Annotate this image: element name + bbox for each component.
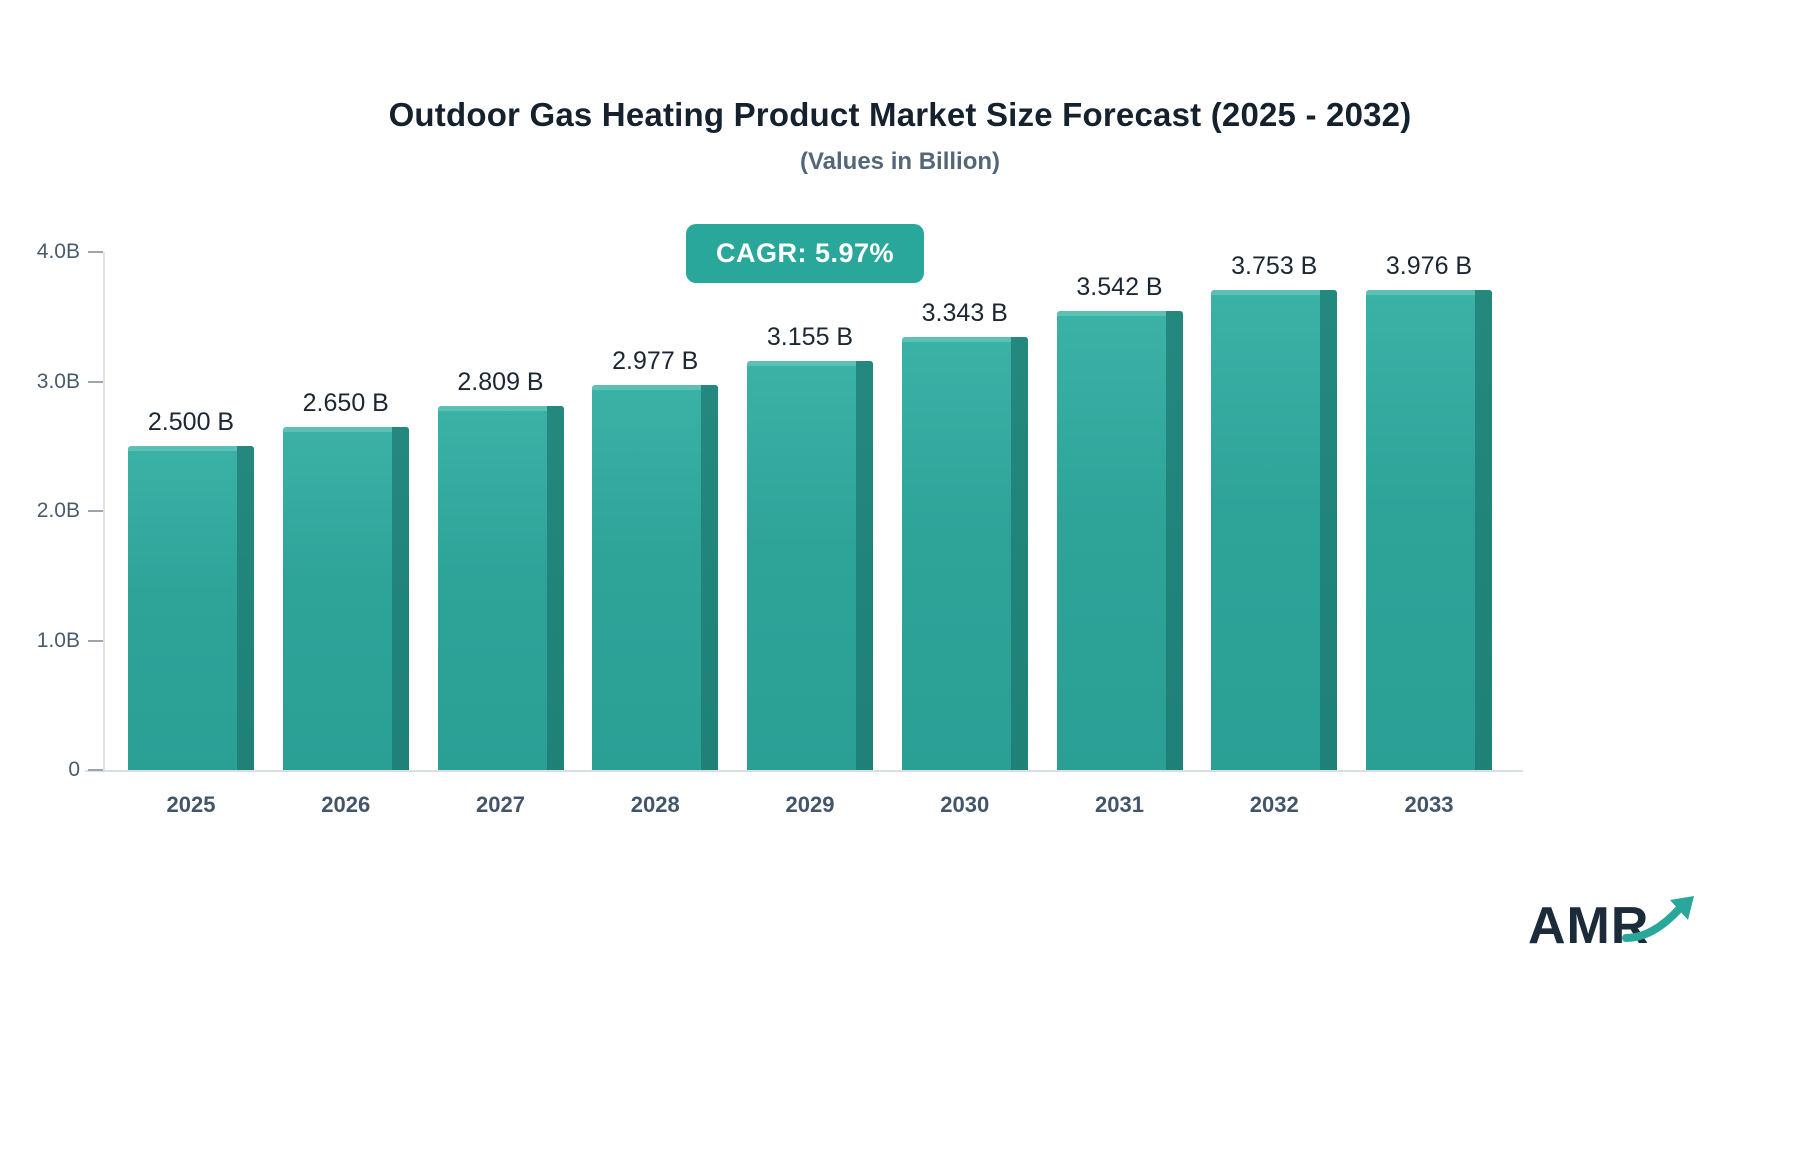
bar-value-label-2028: 2.977 B [612,346,699,375]
bar-2029 [747,361,873,770]
y-tick-label: 0 [68,758,80,781]
y-axis-line [103,252,105,772]
bar-group-2025: 2.500 B 2025 [128,252,254,817]
y-tick-mark [88,251,103,253]
bar-value-label-2027: 2.809 B [457,368,544,397]
bar-value-label-2025: 2.500 B [147,408,235,437]
bar-2026 [282,426,409,771]
chart-subtitle: (Values in Billion) [799,148,1001,175]
bar-group-2029: 3.155 B 2029 [747,252,873,817]
y-tick-label: 1.0B [36,628,80,652]
y-tick-mark [88,639,103,642]
bar-value-label-2033: 3.976 B [1385,252,1473,280]
bar-group-2030: 3.343 B 2030 [901,252,1028,817]
y-tick-4.0B: 4.0B [32,240,103,264]
chart-title: Outdoor Gas Heating Product Market Size … [388,96,1412,133]
bar-group-2026: 2.650 B 2026 [282,252,409,817]
bar-value-label-2031: 3.542 B [1076,273,1163,302]
y-tick-label: 3.0B [36,369,80,393]
bar-2027 [437,406,564,770]
bar-2032 [1211,290,1338,770]
x-axis-label-2029: 2029 [785,792,835,817]
bar-2031 [1056,311,1183,770]
bar-group-2032: 3.753 B 2032 [1211,252,1338,817]
y-tick-0: 0 [32,758,103,782]
bar-value-label-2026: 2.650 B [302,388,389,417]
x-axis-label-2026: 2026 [321,792,371,817]
y-tick-mark [88,510,103,512]
y-tick-mark [88,769,103,771]
bar-2028 [592,384,719,770]
y-tick-2.0B: 2.0B [32,499,103,523]
x-axis-line [85,770,1523,772]
bar-2030 [901,337,1028,770]
bars-container: 2.500 B 2025 2.650 B 2026 2.809 B 2027 2.977 B… [128,252,1492,817]
y-tick-label: 2.0B [36,499,80,522]
x-axis-label-2025: 2025 [166,792,216,817]
y-tick-1.0B: 1.0B [32,629,103,653]
bar-2033 [1366,290,1492,770]
bar-group-2033: 3.976 B 2033 [1366,252,1492,817]
bar-value-label-2032: 3.753 B [1231,252,1318,280]
bar-group-2031: 3.542 B 2031 [1056,252,1183,817]
bar-group-2028: 2.977 B 2028 [592,252,719,817]
y-tick-mark [88,380,103,383]
x-axis-label-2033: 2033 [1404,792,1454,817]
bar-2025 [128,446,254,770]
cagr-badge: CAGR: 5.97% [685,224,925,283]
y-tick-label: 4.0B [36,240,80,263]
bar-group-2027: 2.809 B 2027 [437,252,564,817]
x-axis-label-2031: 2031 [1095,792,1144,817]
bar-value-label-2029: 3.155 B [766,323,854,352]
x-axis-label-2027: 2027 [476,792,525,817]
brand-logo: AMR [1528,896,1718,966]
x-axis-label-2028: 2028 [630,792,680,817]
y-axis-ticks: 0 1.0B 2.0B 3.0B 4.0B [0,240,103,781]
brand-logo-text: AMR [1528,897,1650,955]
y-tick-3.0B: 3.0B [32,370,103,394]
brand-arrow-icon [1622,896,1694,942]
x-axis-label-2030: 2030 [940,792,990,817]
x-axis-label-2032: 2032 [1249,792,1299,817]
bar-value-label-2030: 3.343 B [921,299,1008,328]
